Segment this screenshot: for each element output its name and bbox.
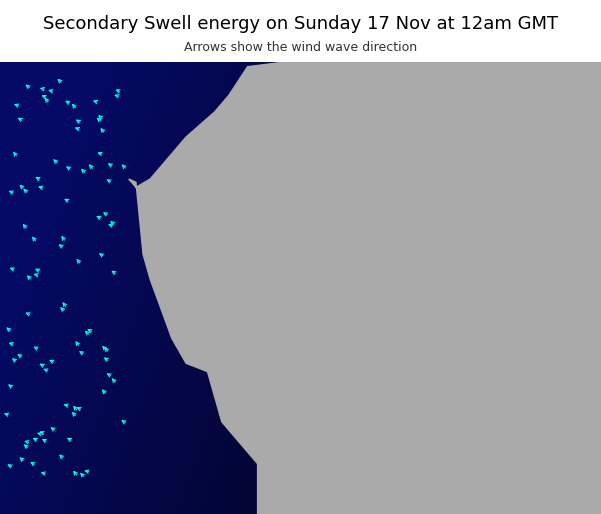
Text: Arrows show the wind wave direction: Arrows show the wind wave direction — [184, 41, 417, 54]
Text: Secondary Swell energy on Sunday 17 Nov at 12am GMT: Secondary Swell energy on Sunday 17 Nov … — [43, 15, 558, 33]
Polygon shape — [129, 62, 601, 514]
